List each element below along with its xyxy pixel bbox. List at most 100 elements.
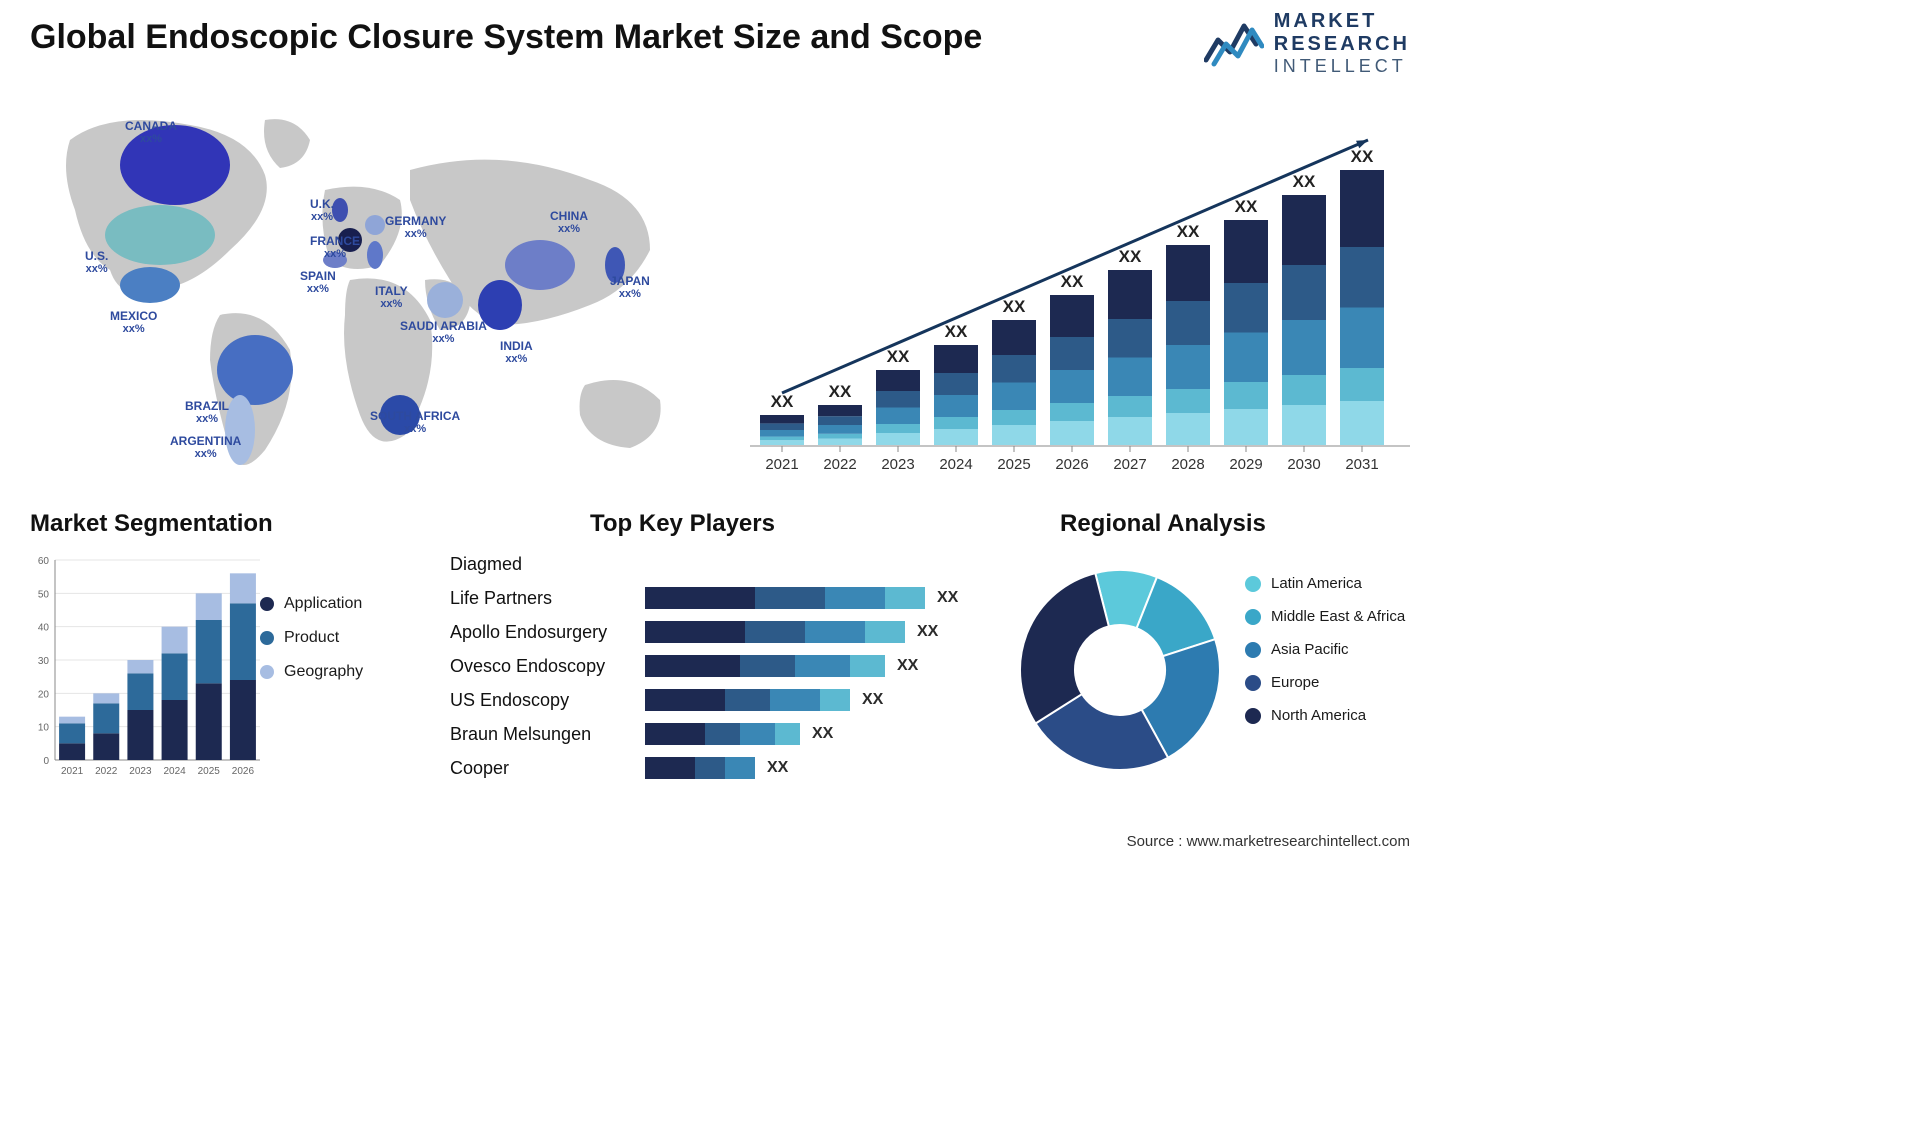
svg-text:XX: XX	[1351, 147, 1374, 166]
map-label-france: FRANCExx%	[310, 235, 360, 260]
legend-swatch	[1245, 609, 1261, 625]
key-player-name: Braun Melsungen	[450, 724, 645, 745]
map-label-italy: ITALYxx%	[375, 285, 408, 310]
legend-label: Asia Pacific	[1271, 641, 1349, 658]
brand-logo: MARKET RESEARCH INTELLECT	[1204, 10, 1410, 77]
legend-label: Product	[284, 629, 339, 647]
key-player-bar	[645, 689, 850, 711]
key-player-row: Braun MelsungenXX	[450, 720, 1000, 748]
map-label-canada: CANADAxx%	[125, 120, 177, 145]
svg-text:10: 10	[38, 723, 50, 734]
key-player-row: Ovesco Endoscopy XX	[450, 652, 1000, 680]
svg-text:2024: 2024	[163, 766, 186, 777]
svg-text:2021: 2021	[61, 766, 84, 777]
svg-text:2029: 2029	[1229, 456, 1262, 473]
key-player-value: XX	[917, 623, 938, 641]
logo-text: MARKET RESEARCH INTELLECT	[1274, 10, 1410, 77]
svg-text:XX: XX	[1119, 247, 1142, 266]
key-player-bar-segment	[740, 655, 795, 677]
key-player-bar-segment	[705, 723, 740, 745]
svg-text:XX: XX	[1177, 222, 1200, 241]
legend-label: Middle East & Africa	[1271, 608, 1405, 625]
key-player-name: Ovesco Endoscopy	[450, 656, 645, 677]
key-player-bar-segment	[725, 689, 770, 711]
key-player-value: XX	[862, 691, 883, 709]
map-label-south-africa: SOUTH AFRICAxx%	[370, 410, 460, 435]
source-attribution: Source : www.marketresearchintellect.com	[1127, 833, 1410, 850]
map-label-spain: SPAINxx%	[300, 270, 336, 295]
legend-label: Geography	[284, 663, 363, 681]
logo-line1: MARKET	[1274, 10, 1410, 33]
svg-text:2022: 2022	[95, 766, 118, 777]
svg-text:XX: XX	[887, 347, 910, 366]
map-label-japan: JAPANxx%	[610, 275, 650, 300]
svg-text:2026: 2026	[1055, 456, 1088, 473]
svg-text:2031: 2031	[1345, 456, 1378, 473]
svg-text:40: 40	[38, 623, 50, 634]
key-player-bar-segment	[770, 689, 820, 711]
svg-text:2024: 2024	[939, 456, 972, 473]
growth-chart-svg: XX2021XX2022XX2023XX2024XX2025XX2026XX20…	[750, 100, 1410, 480]
svg-text:2023: 2023	[129, 766, 152, 777]
legend-swatch	[1245, 675, 1261, 691]
regional-legend-item: Asia Pacific	[1245, 641, 1405, 658]
segmentation-legend: Application Product Geography	[260, 595, 363, 697]
key-player-row: CooperXX	[450, 754, 1000, 782]
svg-text:XX: XX	[829, 382, 852, 401]
key-player-bar-segment	[825, 587, 885, 609]
map-label-mexico: MEXICOxx%	[110, 310, 157, 335]
svg-text:XX: XX	[945, 322, 968, 341]
svg-text:30: 30	[38, 656, 50, 667]
world-map-region: CANADAxx%U.S.xx%MEXICOxx%BRAZILxx%ARGENT…	[30, 90, 700, 485]
map-label-saudi-arabia: SAUDI ARABIAxx%	[400, 320, 487, 345]
svg-text:60: 60	[38, 556, 50, 567]
key-player-bar-segment	[645, 757, 695, 779]
legend-swatch	[260, 597, 274, 611]
key-player-bar-segment	[695, 757, 725, 779]
key-player-bar-segment	[820, 689, 850, 711]
growth-chart: XX2021XX2022XX2023XX2024XX2025XX2026XX20…	[750, 100, 1410, 480]
key-player-bar-segment	[885, 587, 925, 609]
map-label-brazil: BRAZILxx%	[185, 400, 229, 425]
key-player-bar-segment	[805, 621, 865, 643]
legend-swatch	[260, 665, 274, 679]
svg-text:XX: XX	[1061, 272, 1084, 291]
key-player-row: Life PartnersXX	[450, 584, 1000, 612]
key-player-bar-segment	[645, 689, 725, 711]
key-player-name: Cooper	[450, 758, 645, 779]
regional-legend: Latin America Middle East & Africa Asia Pa…	[1245, 575, 1405, 740]
map-label-u-s-: U.S.xx%	[85, 250, 108, 275]
svg-text:XX: XX	[1235, 197, 1258, 216]
key-player-name: Apollo Endosurgery	[450, 622, 645, 643]
svg-text:XX: XX	[1003, 297, 1026, 316]
segmentation-title: Market Segmentation	[30, 510, 273, 538]
segmentation-legend-item: Product	[260, 629, 363, 647]
key-player-value: XX	[897, 657, 918, 675]
legend-swatch	[1245, 642, 1261, 658]
key-player-bar	[645, 655, 885, 677]
key-player-bar-segment	[725, 757, 755, 779]
segmentation-legend-item: Geography	[260, 663, 363, 681]
logo-line2: RESEARCH	[1274, 33, 1410, 56]
map-label-india: INDIAxx%	[500, 340, 533, 365]
legend-swatch	[260, 631, 274, 645]
regional-legend-item: Europe	[1245, 674, 1405, 691]
key-player-bar-segment	[755, 587, 825, 609]
regional-legend-item: Latin America	[1245, 575, 1405, 592]
svg-text:2025: 2025	[198, 766, 221, 777]
legend-label: North America	[1271, 707, 1366, 724]
key-player-value: XX	[937, 589, 958, 607]
svg-text:2023: 2023	[881, 456, 914, 473]
svg-text:2027: 2027	[1113, 456, 1146, 473]
legend-label: Application	[284, 595, 362, 613]
legend-label: Latin America	[1271, 575, 1362, 592]
key-player-bar-segment	[645, 587, 755, 609]
key-player-bar-segment	[645, 723, 705, 745]
key-player-bar-segment	[795, 655, 850, 677]
svg-text:50: 50	[38, 589, 50, 600]
key-player-bar-segment	[645, 655, 740, 677]
legend-swatch	[1245, 708, 1261, 724]
svg-text:20: 20	[38, 689, 50, 700]
svg-text:XX: XX	[771, 392, 794, 411]
key-player-bar-segment	[775, 723, 800, 745]
